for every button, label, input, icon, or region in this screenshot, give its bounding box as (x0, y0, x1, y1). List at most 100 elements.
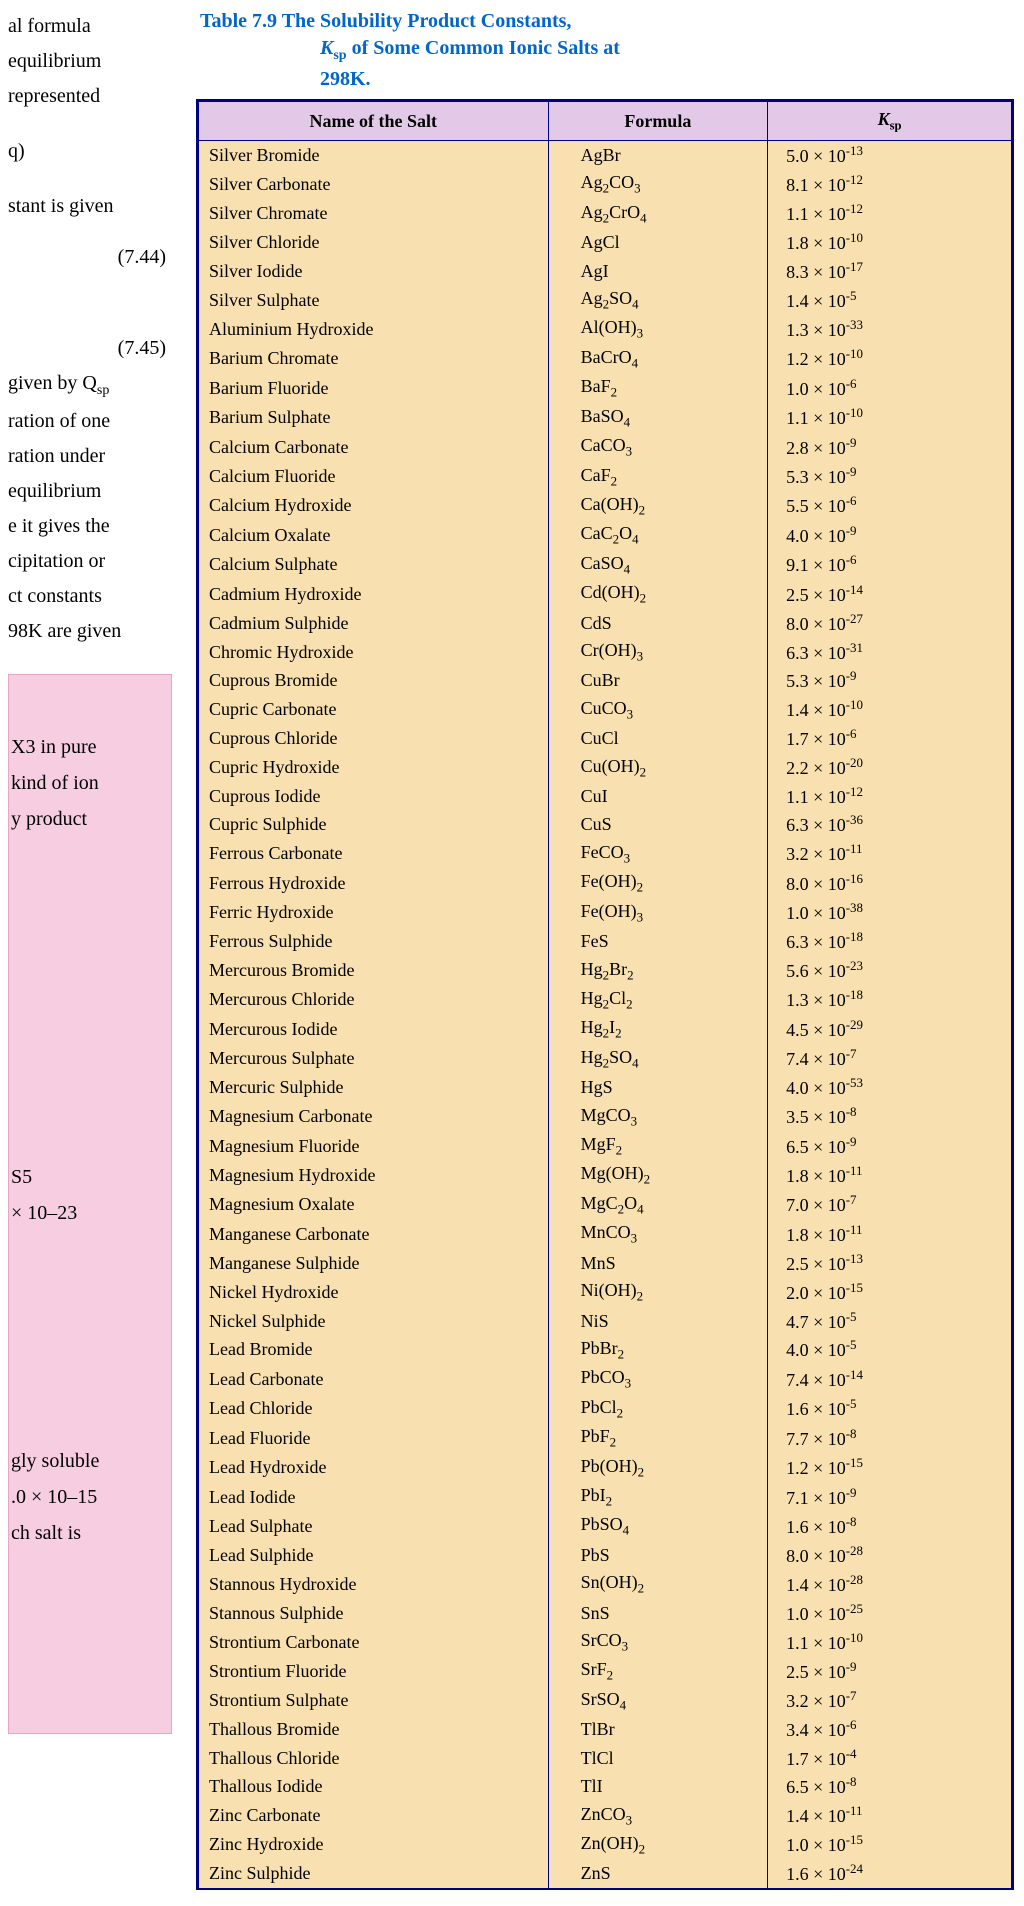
table-row: Cuprous ChlorideCuCl1.7 × 10-6 (199, 725, 1012, 753)
table-row: Cupric HydroxideCu(OH)22.2 × 10-20 (199, 753, 1012, 782)
cell-name: Cupric Carbonate (199, 695, 549, 724)
cell-name: Zinc Sulphide (199, 1860, 549, 1888)
table-row: Lead SulphatePbSO41.6 × 10-8 (199, 1512, 1012, 1541)
cell-name: Mercuric Sulphide (199, 1074, 549, 1102)
cell-name: Lead Sulphate (199, 1512, 549, 1541)
cell-formula: HgS (548, 1074, 768, 1102)
table-row: Silver ChlorideAgCl1.8 × 10-10 (199, 229, 1012, 257)
cell-ksp: 8.0 × 10-28 (768, 1541, 1012, 1569)
cell-ksp: 8.0 × 10-16 (768, 869, 1012, 898)
table-row: Lead FluoridePbF27.7 × 10-8 (199, 1424, 1012, 1453)
cell-formula: Zn(OH)2 (548, 1830, 768, 1859)
cell-name: Silver Bromide (199, 141, 549, 170)
cell-formula: SnS (548, 1599, 768, 1627)
cell-name: Silver Chromate (199, 199, 549, 228)
cell-ksp: 5.3 × 10-9 (768, 462, 1012, 491)
cell-formula: MgF2 (548, 1132, 768, 1161)
cell-name: Strontium Fluoride (199, 1657, 549, 1686)
table-row: Lead ChloridePbCl21.6 × 10-5 (199, 1394, 1012, 1423)
cell-formula: CuCl (548, 725, 768, 753)
cell-ksp: 1.3 × 10-18 (768, 985, 1012, 1014)
cell-name: Manganese Sulphide (199, 1249, 549, 1277)
cell-name: Manganese Carbonate (199, 1220, 549, 1249)
table-row: Ferric HydroxideFe(OH)31.0 × 10-38 (199, 898, 1012, 927)
text-fragment: stant is given (8, 192, 172, 221)
ksp-table: Name of the Salt Formula Ksp Silver Brom… (198, 101, 1012, 1888)
table-row: Cadmium SulphideCdS8.0 × 10-27 (199, 609, 1012, 637)
cell-name: Mercurous Bromide (199, 956, 549, 985)
pink-example-box: X3 in pure kind of ion y product S5 × 10… (8, 674, 172, 1734)
cell-name: Cadmium Sulphide (199, 609, 549, 637)
table-row: Lead SulphidePbS8.0 × 10-28 (199, 1541, 1012, 1569)
cell-name: Silver Chloride (199, 229, 549, 257)
cell-name: Mercurous Iodide (199, 1015, 549, 1044)
cell-name: Magnesium Fluoride (199, 1132, 549, 1161)
cell-name: Lead Carbonate (199, 1365, 549, 1394)
cell-formula: SrF2 (548, 1657, 768, 1686)
cell-name: Lead Bromide (199, 1335, 549, 1364)
cell-ksp: 1.8 × 10-11 (768, 1220, 1012, 1249)
cell-ksp: 2.5 × 10-14 (768, 580, 1012, 609)
table-row: Silver ChromateAg2CrO41.1 × 10-12 (199, 199, 1012, 228)
cell-ksp: 1.0 × 10-38 (768, 898, 1012, 927)
text-fragment: 98K are given (8, 617, 172, 646)
cell-ksp: 1.6 × 10-5 (768, 1394, 1012, 1423)
table-row: Silver SulphateAg2SO41.4 × 10-5 (199, 286, 1012, 315)
cell-formula: Hg2SO4 (548, 1044, 768, 1073)
cell-name: Chromic Hydroxide (199, 638, 549, 667)
cell-ksp: 1.8 × 10-11 (768, 1161, 1012, 1190)
text-fragment: equilibrium (8, 477, 172, 506)
table-row: Silver CarbonateAg2CO38.1 × 10-12 (199, 170, 1012, 199)
table-row: Magnesium FluorideMgF26.5 × 10-9 (199, 1132, 1012, 1161)
table-row: Calcium CarbonateCaCO32.8 × 10-9 (199, 433, 1012, 462)
table-row: Magnesium HydroxideMg(OH)21.8 × 10-11 (199, 1161, 1012, 1190)
table-row: Lead CarbonatePbCO37.4 × 10-14 (199, 1365, 1012, 1394)
cell-formula: CaF2 (548, 462, 768, 491)
cell-name: Cupric Sulphide (199, 811, 549, 839)
cell-formula: Ag2CO3 (548, 170, 768, 199)
cell-name: Nickel Sulphide (199, 1307, 549, 1335)
cell-ksp: 1.6 × 10-8 (768, 1512, 1012, 1541)
table-row: Strontium FluorideSrF22.5 × 10-9 (199, 1657, 1012, 1686)
cell-name: Cuprous Iodide (199, 783, 549, 811)
cell-formula: Hg2Br2 (548, 956, 768, 985)
cell-ksp: 1.0 × 10-15 (768, 1830, 1012, 1859)
text-fragment: given by Qsp (8, 369, 172, 401)
cell-formula: PbCO3 (548, 1365, 768, 1394)
cell-formula: Sn(OH)2 (548, 1570, 768, 1599)
cell-formula: FeCO3 (548, 839, 768, 868)
cell-ksp: 6.5 × 10-9 (768, 1132, 1012, 1161)
cell-name: Silver Iodide (199, 257, 549, 285)
cell-ksp: 1.7 × 10-4 (768, 1744, 1012, 1772)
cell-formula: Cr(OH)3 (548, 638, 768, 667)
table-row: Strontium SulphateSrSO43.2 × 10-7 (199, 1686, 1012, 1715)
table-row: Lead HydroxidePb(OH)21.2 × 10-15 (199, 1453, 1012, 1482)
cell-formula: MgCO3 (548, 1102, 768, 1131)
cell-ksp: 2.8 × 10-9 (768, 433, 1012, 462)
cell-name: Thallous Chloride (199, 1744, 549, 1772)
text-fragment: al formula (8, 12, 172, 41)
table-row: Strontium CarbonateSrCO31.1 × 10-10 (199, 1628, 1012, 1657)
cell-name: Cadmium Hydroxide (199, 580, 549, 609)
text-fragment: represented (8, 82, 172, 111)
cell-formula: BaCrO4 (548, 344, 768, 373)
text-fragment: kind of ion (11, 769, 165, 797)
cell-name: Ferrous Hydroxide (199, 869, 549, 898)
text-fragment: ch salt is (11, 1519, 165, 1547)
text-fragment: ration of one (8, 407, 172, 436)
cell-formula: MnS (548, 1249, 768, 1277)
col-header-name: Name of the Salt (199, 101, 549, 141)
text-fragment: × 10–23 (11, 1199, 165, 1227)
cell-name: Barium Sulphate (199, 403, 549, 432)
cell-name: Zinc Hydroxide (199, 1830, 549, 1859)
table-row: Cadmium HydroxideCd(OH)22.5 × 10-14 (199, 580, 1012, 609)
cell-formula: CuCO3 (548, 695, 768, 724)
text-fragment: equilibrium (8, 47, 172, 76)
table-row: Thallous ChlorideTlCl1.7 × 10-4 (199, 1744, 1012, 1772)
cell-name: Stannous Sulphide (199, 1599, 549, 1627)
text-fragment: X3 in pure (11, 733, 165, 761)
left-column: al formula equilibrium represented q) st… (0, 0, 180, 1746)
text-fragment: gly soluble (11, 1447, 165, 1475)
cell-formula: TlCl (548, 1744, 768, 1772)
cell-ksp: 1.1 × 10-12 (768, 199, 1012, 228)
